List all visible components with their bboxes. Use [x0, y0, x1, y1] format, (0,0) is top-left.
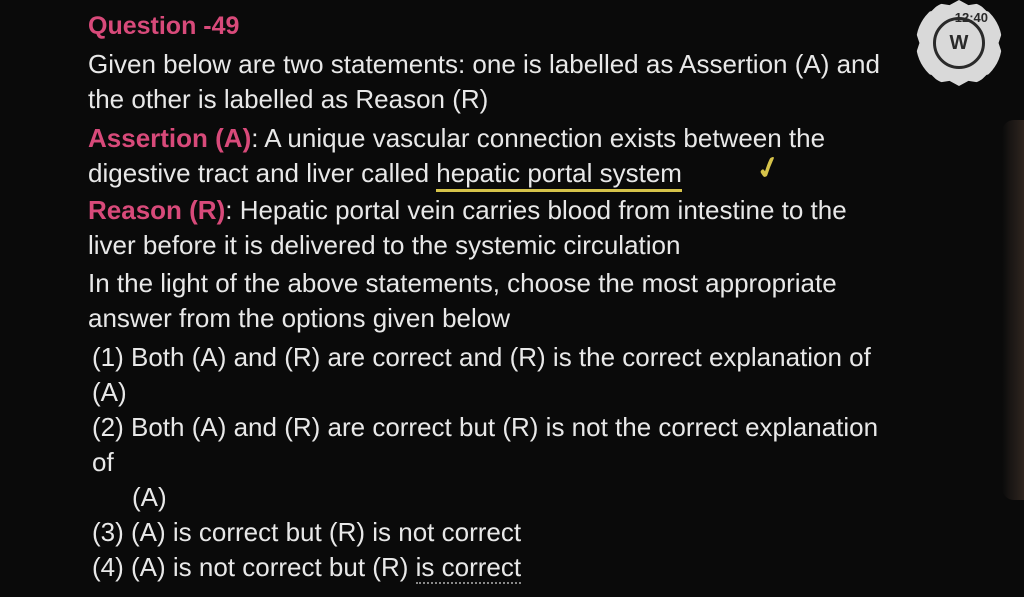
question-title: Question -49 [88, 12, 892, 41]
reason-label: Reason (R) [88, 195, 225, 225]
logo-badge: W 12:40 [916, 0, 1002, 86]
question-intro: Given below are two statements: one is l… [88, 47, 892, 117]
option-4: (4) (A) is not correct but (R) is correc… [92, 550, 892, 585]
badge-inner: W 12:40 [933, 17, 985, 69]
option-2-line1: (2) Both (A) and (R) are correct but (R)… [92, 410, 892, 480]
reason-block: Reason (R): Hepatic portal vein carries … [88, 193, 892, 263]
option-3: (3) (A) is correct but (R) is not correc… [92, 515, 892, 550]
presenter-silhouette [1002, 120, 1024, 500]
option-2-line2: (A) [132, 480, 892, 515]
question-content: Question -49 Given below are two stateme… [0, 0, 920, 597]
badge-time: 12:40 [955, 10, 988, 25]
instruction-text: In the light of the above statements, ch… [88, 266, 892, 336]
assertion-underlined-phrase: hepatic portal system [436, 158, 682, 192]
option-4-text: (4) (A) is not correct but (R) [92, 552, 416, 582]
badge-glyph: W [950, 32, 969, 55]
option-4-underlined: is correct [416, 552, 521, 584]
option-1: (1) Both (A) and (R) are correct and (R)… [92, 340, 892, 410]
assertion-label: Assertion (A) [88, 123, 251, 153]
